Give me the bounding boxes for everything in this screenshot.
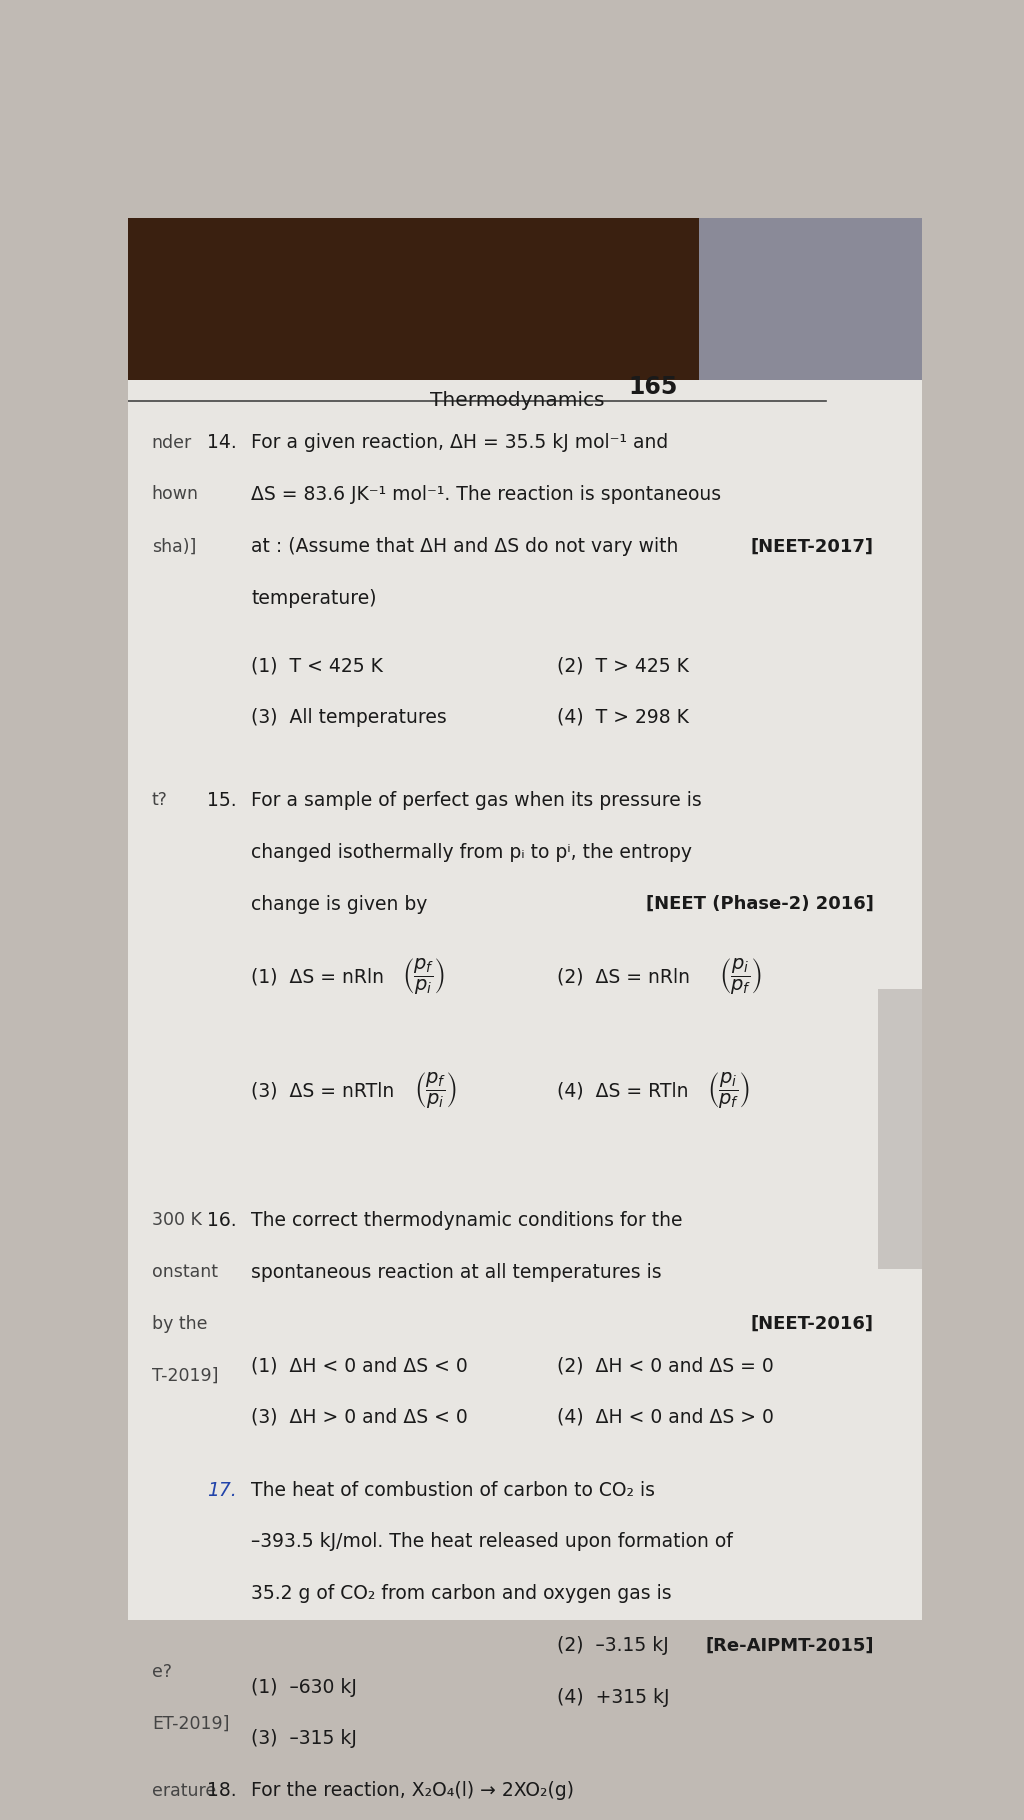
Text: (3)  ΔS = nRTln: (3) ΔS = nRTln	[251, 1081, 394, 1101]
Text: T-2019]: T-2019]	[152, 1367, 218, 1385]
Text: 35.2 g of CO₂ from carbon and oxygen gas is: 35.2 g of CO₂ from carbon and oxygen gas…	[251, 1583, 672, 1603]
Text: sha)]: sha)]	[152, 537, 197, 555]
Text: (4)  +315 kJ: (4) +315 kJ	[557, 1687, 669, 1707]
Text: (2)  ΔS = nRln: (2) ΔS = nRln	[557, 966, 689, 986]
Text: The heat of combustion of carbon to CO₂ is: The heat of combustion of carbon to CO₂ …	[251, 1480, 655, 1500]
Text: (1)  T < 425 K: (1) T < 425 K	[251, 655, 383, 675]
Text: erature: erature	[152, 1782, 216, 1800]
Text: (2)  T > 425 K: (2) T > 425 K	[557, 655, 688, 675]
Text: ΔS = 83.6 JK⁻¹ mol⁻¹. The reaction is spontaneous: ΔS = 83.6 JK⁻¹ mol⁻¹. The reaction is sp…	[251, 484, 721, 504]
Text: For the reaction, X₂O₄(l) → 2XO₂(g): For the reaction, X₂O₄(l) → 2XO₂(g)	[251, 1782, 574, 1800]
Text: [Re-AIPMT-2015]: [Re-AIPMT-2015]	[706, 1636, 873, 1654]
Text: (1)  ΔS = nRln: (1) ΔS = nRln	[251, 966, 384, 986]
Text: at : (Assume that ΔH and ΔS do not vary with: at : (Assume that ΔH and ΔS do not vary …	[251, 537, 678, 555]
Text: (2)  –3.15 kJ: (2) –3.15 kJ	[557, 1636, 669, 1654]
Text: changed isothermally from pᵢ to pⁱ, the entropy: changed isothermally from pᵢ to pⁱ, the …	[251, 843, 692, 861]
FancyBboxPatch shape	[128, 218, 922, 1620]
FancyBboxPatch shape	[128, 380, 922, 1620]
Text: 15.: 15.	[207, 792, 237, 810]
Text: (3)  All temperatures: (3) All temperatures	[251, 708, 446, 726]
FancyBboxPatch shape	[128, 218, 699, 380]
Text: 300 K: 300 K	[152, 1212, 202, 1229]
Text: onstant: onstant	[152, 1263, 218, 1281]
Text: For a sample of perfect gas when its pressure is: For a sample of perfect gas when its pre…	[251, 792, 701, 810]
Text: Thermodynamics: Thermodynamics	[430, 391, 604, 410]
Text: nder: nder	[152, 433, 193, 451]
Text: 16.: 16.	[207, 1210, 237, 1230]
FancyBboxPatch shape	[699, 218, 922, 380]
Text: spontaneous reaction at all temperatures is: spontaneous reaction at all temperatures…	[251, 1263, 662, 1281]
Text: (4)  T > 298 K: (4) T > 298 K	[557, 708, 688, 726]
Text: 165: 165	[628, 375, 677, 399]
Text: (3)  ΔH > 0 and ΔS < 0: (3) ΔH > 0 and ΔS < 0	[251, 1409, 468, 1427]
Text: (3)  –315 kJ: (3) –315 kJ	[251, 1729, 357, 1749]
Text: [NEET (Phase-2) 2016]: [NEET (Phase-2) 2016]	[646, 895, 873, 914]
Text: temperature): temperature)	[251, 588, 377, 608]
FancyBboxPatch shape	[878, 990, 922, 1270]
Text: 18.: 18.	[207, 1782, 237, 1800]
Text: The correct thermodynamic conditions for the: The correct thermodynamic conditions for…	[251, 1210, 683, 1230]
Text: 14.: 14.	[207, 433, 238, 451]
Text: (1)  ΔH < 0 and ΔS < 0: (1) ΔH < 0 and ΔS < 0	[251, 1356, 468, 1376]
Text: by the: by the	[152, 1316, 207, 1332]
Text: (1)  –630 kJ: (1) –630 kJ	[251, 1678, 357, 1696]
Text: For a given reaction, ΔH = 35.5 kJ mol⁻¹ and: For a given reaction, ΔH = 35.5 kJ mol⁻¹…	[251, 433, 669, 451]
Text: ET-2019]: ET-2019]	[152, 1714, 229, 1733]
Text: [NEET-2017]: [NEET-2017]	[751, 537, 873, 555]
Text: [NEET-2016]: [NEET-2016]	[751, 1316, 873, 1332]
Text: –393.5 kJ/mol. The heat released upon formation of: –393.5 kJ/mol. The heat released upon fo…	[251, 1532, 733, 1551]
Text: $\left(\dfrac{p_i}{p_f}\right)$: $\left(\dfrac{p_i}{p_f}\right)$	[719, 957, 762, 997]
Text: change is given by: change is given by	[251, 895, 427, 914]
Text: e?: e?	[152, 1662, 172, 1680]
Text: $\left(\dfrac{p_i}{p_f}\right)$: $\left(\dfrac{p_i}{p_f}\right)$	[708, 1070, 751, 1110]
Text: (4)  ΔS = RTln: (4) ΔS = RTln	[557, 1081, 688, 1101]
Text: 17.: 17.	[207, 1480, 238, 1500]
Text: $\left(\dfrac{p_f}{p_i}\right)$: $\left(\dfrac{p_f}{p_i}\right)$	[414, 1070, 457, 1110]
Text: (4)  ΔH < 0 and ΔS > 0: (4) ΔH < 0 and ΔS > 0	[557, 1409, 773, 1427]
Text: (2)  ΔH < 0 and ΔS = 0: (2) ΔH < 0 and ΔS = 0	[557, 1356, 773, 1376]
Text: $\left(\dfrac{p_f}{p_i}\right)$: $\left(\dfrac{p_f}{p_i}\right)$	[401, 957, 444, 997]
Text: hown: hown	[152, 486, 199, 504]
Text: t?: t?	[152, 792, 168, 810]
